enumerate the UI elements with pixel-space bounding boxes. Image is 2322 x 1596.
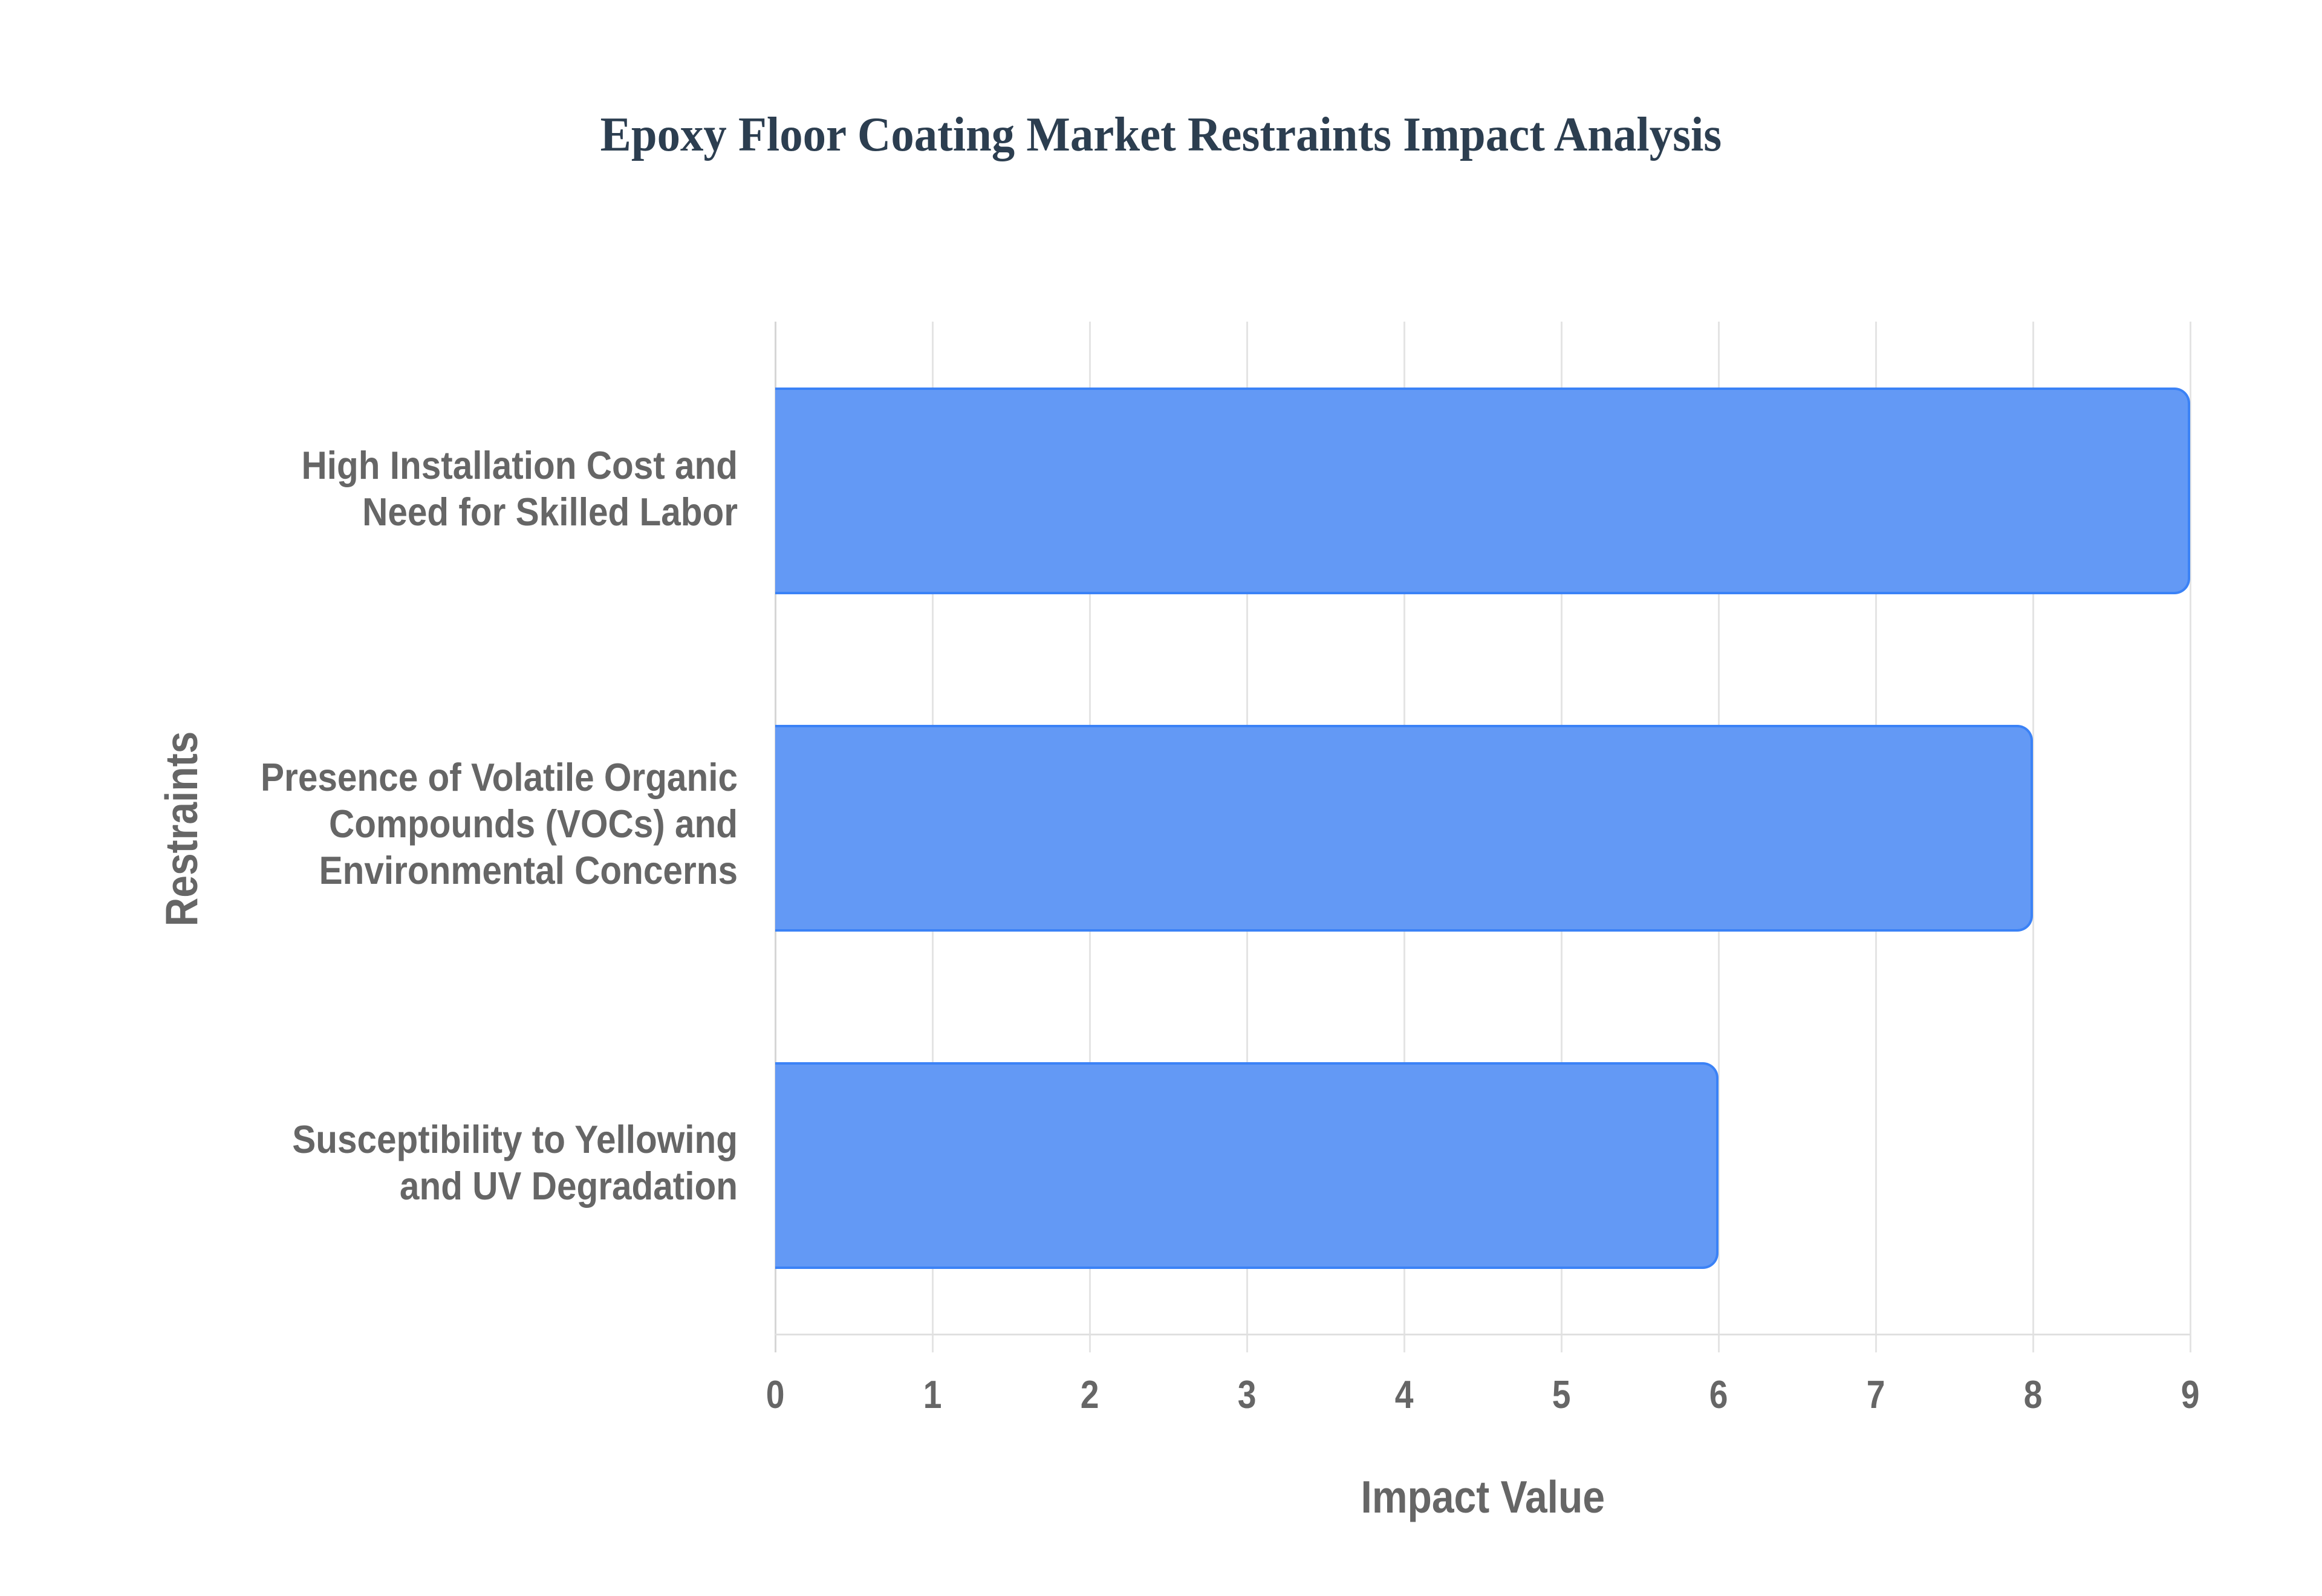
label-line: Environmental Concerns <box>319 848 738 892</box>
label-line: Presence of Volatile Organic <box>261 755 738 799</box>
y-axis-title: Restraints <box>156 731 207 927</box>
x-tick-label: 6 <box>1709 1372 1728 1416</box>
y-category-label-yellowing-uv: Susceptibility to Yellowing and UV Degra… <box>133 1116 738 1209</box>
x-tick-label: 5 <box>1552 1372 1571 1416</box>
x-tick-label: 8 <box>2023 1372 2043 1416</box>
bar-voc-concerns[interactable] <box>775 725 2033 932</box>
x-tick-label: 4 <box>1394 1372 1414 1416</box>
bar-high-installation-cost[interactable] <box>775 388 2190 594</box>
x-tick-label: 3 <box>1237 1372 1257 1416</box>
label-line: Need for Skilled Labor <box>362 490 738 534</box>
label-line: and UV Degradation <box>399 1164 738 1208</box>
chart-title: Epoxy Floor Coating Market Restraints Im… <box>600 108 1722 161</box>
label-line: Compounds (VOCs) and <box>329 802 738 846</box>
label-line: Susceptibility to Yellowing <box>292 1117 738 1161</box>
gridline-9 <box>2190 322 2191 1352</box>
x-axis-title: Impact Value <box>1361 1471 1605 1522</box>
x-tick-label: 0 <box>766 1372 785 1416</box>
y-category-label-high-installation-cost: High Installation Cost and Need for Skil… <box>133 442 738 535</box>
x-axis-line <box>775 1334 2190 1335</box>
bar-yellowing-uv[interactable] <box>775 1062 1719 1269</box>
x-tick-label: 9 <box>2181 1372 2200 1416</box>
x-tick-label: 1 <box>923 1372 942 1416</box>
label-line: High Installation Cost and <box>301 443 738 487</box>
plot-area: 0 1 2 3 4 5 6 7 8 9 <box>766 322 2199 1414</box>
x-tick-label: 7 <box>1866 1372 1885 1416</box>
y-category-label-voc-concerns: Presence of Volatile Organic Compounds (… <box>133 754 738 894</box>
gridline-8 <box>2032 322 2034 1352</box>
x-tick-label: 2 <box>1080 1372 1099 1416</box>
